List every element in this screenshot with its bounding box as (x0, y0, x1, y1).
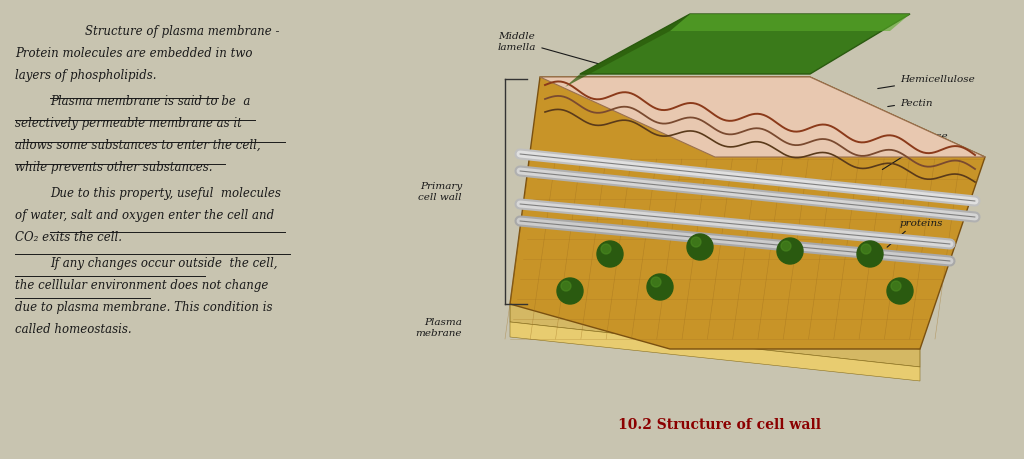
Text: 10.2 Structure of cell wall: 10.2 Structure of cell wall (618, 417, 821, 431)
Circle shape (781, 241, 791, 252)
Circle shape (691, 237, 701, 247)
Text: layers of phospholipids.: layers of phospholipids. (15, 69, 157, 82)
Circle shape (601, 245, 611, 254)
Polygon shape (510, 322, 920, 381)
Circle shape (891, 281, 901, 291)
Text: Protein molecules are embedded in two: Protein molecules are embedded in two (15, 47, 253, 60)
Text: selectively permeable membrane as it: selectively permeable membrane as it (15, 117, 242, 130)
Text: Pectin: Pectin (888, 98, 933, 107)
Text: of water, salt and oxygen enter the cell and: of water, salt and oxygen enter the cell… (15, 208, 274, 222)
Circle shape (777, 239, 803, 264)
Polygon shape (565, 15, 690, 88)
Text: Structure of plasma membrane -: Structure of plasma membrane - (85, 25, 280, 38)
Circle shape (557, 279, 583, 304)
Polygon shape (540, 78, 985, 157)
Text: called homeostasis.: called homeostasis. (15, 322, 132, 335)
Circle shape (887, 279, 913, 304)
Text: Due to this property, useful  molecules: Due to this property, useful molecules (50, 187, 281, 200)
Text: Plasma
mebrane: Plasma mebrane (416, 318, 462, 337)
Circle shape (861, 245, 871, 254)
Circle shape (857, 241, 883, 268)
Text: Hemicellulose: Hemicellulose (878, 75, 975, 90)
Circle shape (651, 277, 662, 287)
Text: while prevents other substances.: while prevents other substances. (15, 161, 213, 174)
Polygon shape (580, 15, 910, 75)
Text: CO₂ exits the cell.: CO₂ exits the cell. (15, 230, 122, 243)
Text: the celllular environment does not change: the celllular environment does not chang… (15, 279, 268, 291)
Text: Primary
cell wall: Primary cell wall (419, 182, 462, 201)
Text: Plasma membrane is said to be  a: Plasma membrane is said to be a (50, 95, 251, 108)
Text: Middle
lamella: Middle lamella (498, 32, 607, 67)
Text: due to plasma membrane. This condition is: due to plasma membrane. This condition i… (15, 300, 272, 313)
Text: If any changes occur outside  the cell,: If any changes occur outside the cell, (50, 257, 278, 269)
Circle shape (561, 281, 571, 291)
Text: Cellulose
microfibre: Cellulose microfibre (883, 132, 955, 170)
Circle shape (647, 274, 673, 300)
Circle shape (687, 235, 713, 260)
Polygon shape (670, 15, 910, 32)
Polygon shape (510, 304, 920, 367)
Polygon shape (510, 78, 985, 349)
Circle shape (597, 241, 623, 268)
Text: allows some substances to enter the cell,: allows some substances to enter the cell… (15, 139, 261, 151)
Text: Soluble
proteins: Soluble proteins (887, 208, 943, 248)
